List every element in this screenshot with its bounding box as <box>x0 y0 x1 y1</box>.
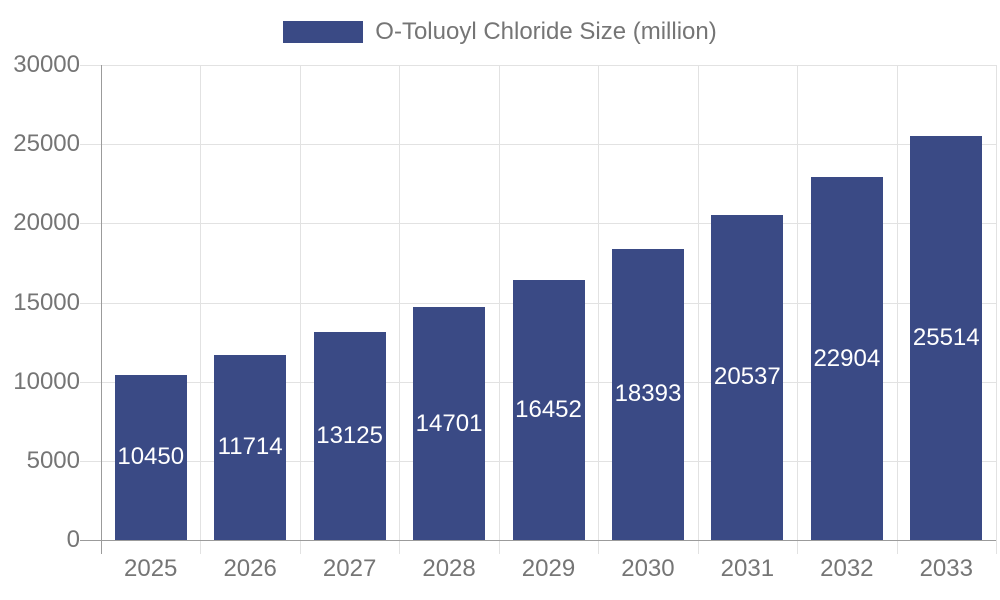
bar-2033[interactable]: 25514 <box>910 136 983 540</box>
bar-value-label: 14701 <box>415 409 483 437</box>
gridline-vertical <box>200 65 202 554</box>
y-axis-tick-label: 15000 <box>13 288 80 316</box>
y-axis-tick-label: 20000 <box>13 209 80 237</box>
bar-value-label: 13125 <box>316 422 383 450</box>
x-axis-tick-label: 2025 <box>124 555 178 582</box>
x-axis-tick-label: 2029 <box>521 555 576 582</box>
gridline-horizontal <box>80 144 996 146</box>
x-axis-tick-label: 2028 <box>422 555 476 582</box>
bar-2026[interactable]: 11714 <box>214 354 287 540</box>
legend-swatch <box>283 21 364 43</box>
legend[interactable]: O-Toluoyl Chloride Size (million) <box>0 18 1000 46</box>
y-axis-tick-label: 30000 <box>13 51 80 78</box>
bar-value-label: 10450 <box>117 443 185 471</box>
bar-2030[interactable]: 18393 <box>611 248 684 540</box>
x-axis-tick-label: 2031 <box>720 555 775 582</box>
gridline-vertical <box>697 65 699 554</box>
y-axis-tick-label: 0 <box>66 526 80 553</box>
bar-value-label: 25514 <box>912 324 980 351</box>
bar-value-label: 20537 <box>714 363 781 391</box>
gridline-vertical <box>598 65 600 554</box>
gridline-vertical <box>498 65 500 554</box>
bar-value-label: 11714 <box>217 433 283 461</box>
bar-value-label: 18393 <box>614 380 682 408</box>
x-axis-tick-label: 2027 <box>322 555 377 582</box>
bar-2027[interactable]: 13125 <box>313 332 386 540</box>
gridline-vertical <box>399 65 401 554</box>
bar-2029[interactable]: 16452 <box>512 279 585 540</box>
x-axis-tick-label: 2030 <box>621 555 675 582</box>
gridline-vertical <box>797 65 799 554</box>
bar-value-label: 16452 <box>515 395 582 423</box>
y-axis-tick-label: 5000 <box>26 446 80 474</box>
y-axis-tick-label: 10000 <box>13 367 80 395</box>
y-axis-tick-label: 25000 <box>13 130 80 158</box>
bar-2025[interactable]: 10450 <box>114 374 187 540</box>
x-axis-line <box>80 540 996 541</box>
bar-2032[interactable]: 22904 <box>810 177 883 540</box>
x-axis-tick-label: 2026 <box>223 555 277 582</box>
gridline-vertical <box>896 65 898 554</box>
gridline-vertical <box>996 65 997 554</box>
x-axis-tick-label: 2033 <box>919 555 973 582</box>
bar-value-label: 22904 <box>813 344 881 372</box>
legend-label: O-Toluoyl Chloride Size (million) <box>375 18 717 45</box>
gridline-vertical <box>299 65 301 554</box>
bar-2028[interactable]: 14701 <box>413 307 486 540</box>
x-axis-tick-label: 2032 <box>820 555 874 582</box>
gridline-horizontal <box>80 65 996 66</box>
bar-2031[interactable]: 20537 <box>711 214 784 540</box>
y-axis-line <box>101 65 102 554</box>
gridline-horizontal <box>80 223 996 225</box>
